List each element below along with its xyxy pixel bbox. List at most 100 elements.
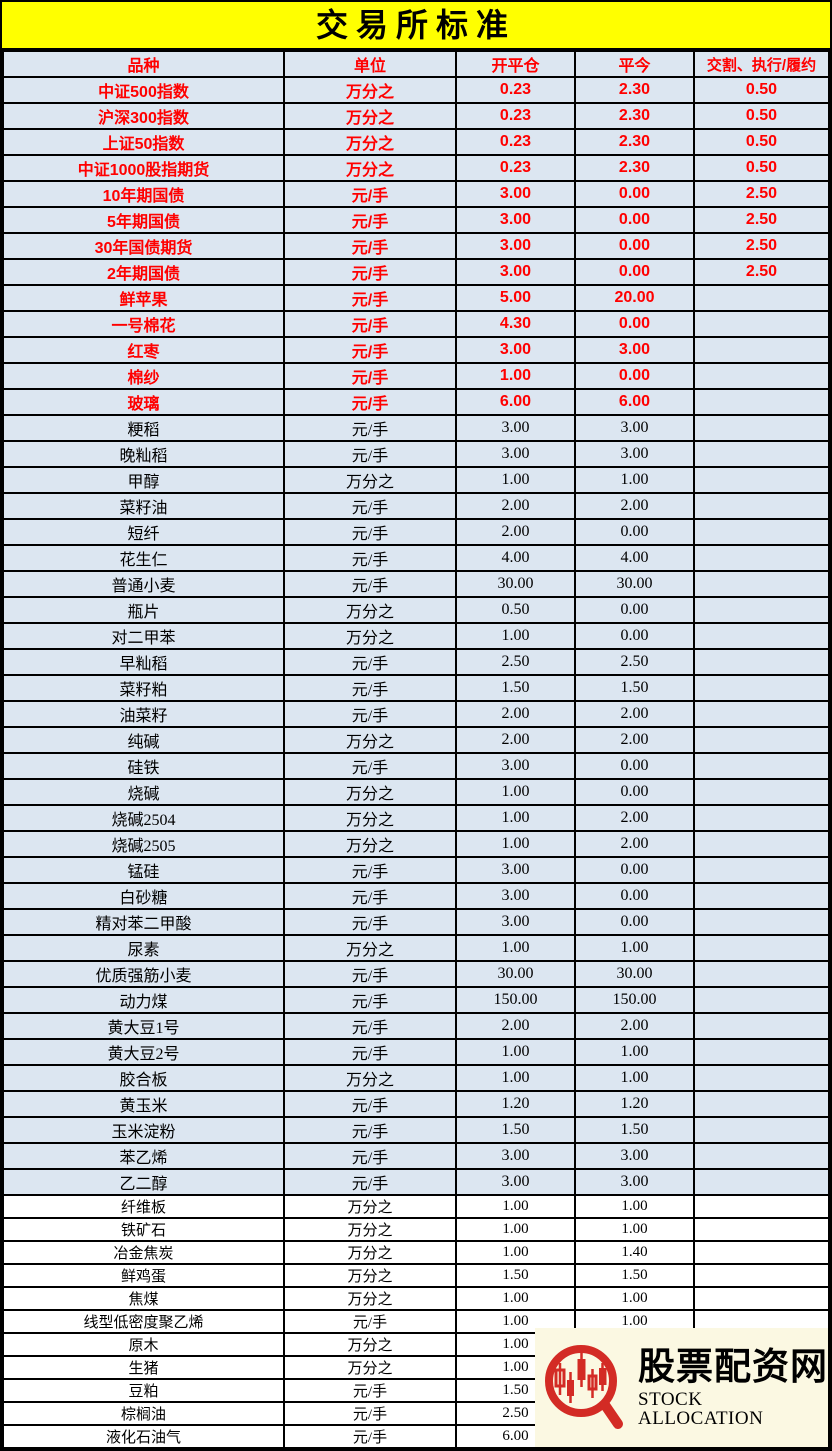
cell-variety: 甲醇 — [2, 466, 285, 494]
cell-unit: 元/手 — [283, 1401, 457, 1426]
cell-unit: 元/手 — [283, 986, 457, 1014]
cell-unit: 元/手 — [283, 908, 457, 936]
table-row: 黄大豆2号 元/手 1.00 1.00 — [2, 1038, 830, 1066]
cell-open-close: 1.00 — [455, 804, 576, 832]
cell-unit: 万分之 — [283, 1332, 457, 1357]
cell-open-close: 0.23 — [455, 128, 576, 156]
cell-close-today: 2.00 — [574, 492, 695, 520]
cell-variety: 普通小麦 — [2, 570, 285, 598]
cell-close-today: 2.30 — [574, 128, 695, 156]
cell-delivery: 2.50 — [693, 232, 830, 260]
watermark: 股票配资网 STOCK ALLOCATION — [535, 1328, 828, 1447]
cell-unit: 万分之 — [283, 830, 457, 858]
table-row: 短纤 元/手 2.00 0.00 — [2, 518, 830, 546]
watermark-text: 股票配资网 STOCK ALLOCATION — [638, 1348, 828, 1428]
table-row: 上证50指数 万分之 0.23 2.30 0.50 — [2, 128, 830, 156]
cell-close-today: 150.00 — [574, 986, 695, 1014]
cell-delivery — [693, 778, 830, 806]
cell-variety: 中证500指数 — [2, 76, 285, 104]
cell-unit: 元/手 — [283, 1090, 457, 1118]
cell-variety: 聚丙烯 — [2, 1447, 285, 1449]
cell-unit: 元/手 — [283, 960, 457, 988]
cell-variety: 沪深300指数 — [2, 102, 285, 130]
table-row: 花生仁 元/手 4.00 4.00 — [2, 544, 830, 572]
cell-close-today: 1.00 — [574, 1064, 695, 1092]
table-row: 普通小麦 元/手 30.00 30.00 — [2, 570, 830, 598]
cell-variety: 焦煤 — [2, 1286, 285, 1311]
cell-delivery — [693, 1217, 830, 1242]
cell-close-today: 3.00 — [574, 414, 695, 442]
cell-variety: 原木 — [2, 1332, 285, 1357]
cell-delivery — [693, 830, 830, 858]
cell-open-close: 1.00 — [455, 1286, 576, 1311]
cell-variety: 铁矿石 — [2, 1217, 285, 1242]
cell-delivery: 2.50 — [693, 206, 830, 234]
table-row: 焦煤 万分之 1.00 1.00 — [2, 1286, 830, 1311]
cell-unit: 万分之 — [283, 778, 457, 806]
table-row: 鲜鸡蛋 万分之 1.50 1.50 — [2, 1263, 830, 1288]
cell-delivery — [693, 934, 830, 962]
cell-delivery — [693, 1012, 830, 1040]
cell-unit: 元/手 — [283, 310, 457, 338]
cell-variety: 豆粕 — [2, 1378, 285, 1403]
cell-unit: 元/手 — [283, 258, 457, 286]
cell-variety: 黄大豆1号 — [2, 1012, 285, 1040]
cell-close-today: 3.00 — [574, 1142, 695, 1170]
cell-unit: 元/手 — [283, 440, 457, 468]
cell-variety: 冶金焦炭 — [2, 1240, 285, 1265]
cell-variety: 黄玉米 — [2, 1090, 285, 1118]
cell-close-today: 1.00 — [574, 1194, 695, 1219]
cell-open-close: 4.00 — [455, 544, 576, 572]
cell-unit: 元/手 — [283, 1447, 457, 1449]
cell-variety: 5年期国债 — [2, 206, 285, 234]
cell-open-close: 2.00 — [455, 1012, 576, 1040]
cell-close-today: 30.00 — [574, 960, 695, 988]
cell-variety: 胶合板 — [2, 1064, 285, 1092]
cell-delivery — [693, 648, 830, 676]
table-row: 玉米淀粉 元/手 1.50 1.50 — [2, 1116, 830, 1144]
cell-unit: 元/手 — [283, 1424, 457, 1449]
cell-unit: 元/手 — [283, 388, 457, 416]
cell-delivery: 0.50 — [693, 154, 830, 182]
cell-open-close: 1.50 — [455, 1116, 576, 1144]
table-row: 一号棉花 元/手 4.30 0.00 — [2, 310, 830, 338]
cell-close-today: 2.00 — [574, 700, 695, 728]
cell-open-close: 3.00 — [455, 336, 576, 364]
cell-unit: 元/手 — [283, 336, 457, 364]
table-row: 油菜籽 元/手 2.00 2.00 — [2, 700, 830, 728]
cell-open-close: 1.00 — [455, 1194, 576, 1219]
table-row: 烧碱 万分之 1.00 0.00 — [2, 778, 830, 806]
cell-close-today: 6.00 — [574, 388, 695, 416]
cell-unit: 万分之 — [283, 154, 457, 182]
cell-unit: 万分之 — [283, 726, 457, 754]
cell-close-today: 2.30 — [574, 76, 695, 104]
table-body: 中证500指数 万分之 0.23 2.30 0.50 沪深300指数 万分之 0.23 2.30… — [2, 76, 830, 1449]
cell-open-close: 3.00 — [455, 232, 576, 260]
cell-variety: 优质强筋小麦 — [2, 960, 285, 988]
cell-delivery — [693, 492, 830, 520]
cell-delivery — [693, 570, 830, 598]
cell-delivery — [693, 414, 830, 442]
cell-open-close: 5.00 — [455, 284, 576, 312]
cell-open-close: 30.00 — [455, 570, 576, 598]
cell-unit: 万分之 — [283, 466, 457, 494]
cell-open-close: 3.00 — [455, 1142, 576, 1170]
cell-variety: 棕榈油 — [2, 1401, 285, 1426]
cell-unit: 元/手 — [283, 284, 457, 312]
cell-delivery — [693, 310, 830, 338]
cell-delivery — [693, 1168, 830, 1196]
cell-open-close: 2.00 — [455, 726, 576, 754]
table-row: 锰硅 元/手 3.00 0.00 — [2, 856, 830, 884]
cell-delivery — [693, 544, 830, 572]
cell-open-close: 30.00 — [455, 960, 576, 988]
cell-unit: 万分之 — [283, 1064, 457, 1092]
cell-delivery — [693, 1090, 830, 1118]
cell-open-close: 1.50 — [455, 674, 576, 702]
cell-unit: 万分之 — [283, 934, 457, 962]
cell-close-today: 2.00 — [574, 1012, 695, 1040]
cell-variety: 锰硅 — [2, 856, 285, 884]
table-row: 纯碱 万分之 2.00 2.00 — [2, 726, 830, 754]
cell-delivery — [693, 1064, 830, 1092]
table-row: 苯乙烯 元/手 3.00 3.00 — [2, 1142, 830, 1170]
